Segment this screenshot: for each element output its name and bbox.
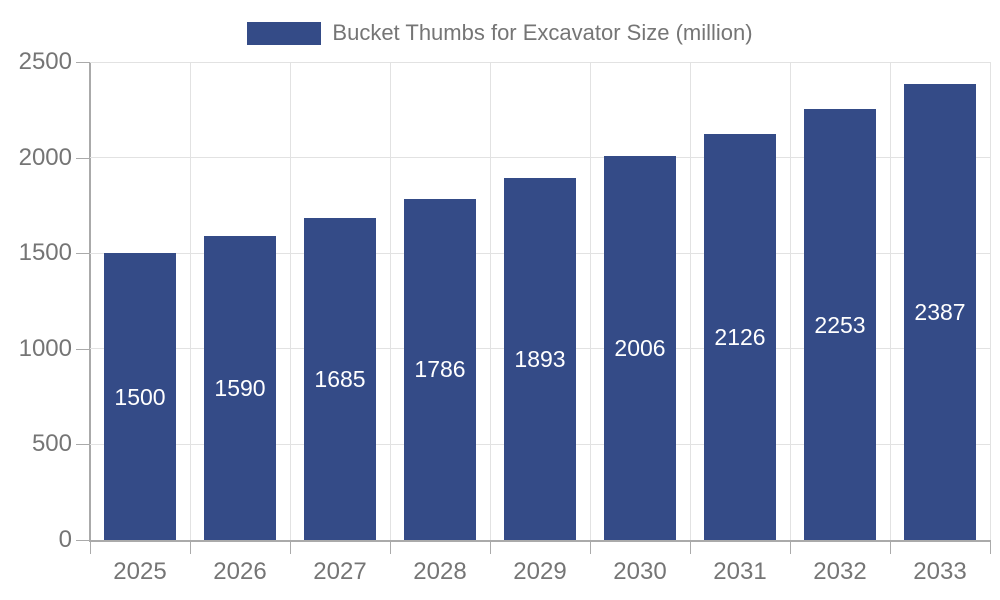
x-axis-label: 2031 bbox=[713, 558, 767, 585]
x-axis-tick bbox=[690, 540, 691, 554]
gridline-vertical bbox=[689, 62, 691, 540]
legend-swatch bbox=[247, 21, 322, 45]
gridline-vertical bbox=[589, 62, 591, 540]
x-axis-label: 2033 bbox=[913, 558, 967, 585]
y-axis-tick bbox=[76, 540, 90, 541]
x-axis-line bbox=[89, 540, 991, 542]
x-axis-label: 2027 bbox=[313, 558, 367, 585]
bar-2030[interactable] bbox=[604, 156, 676, 540]
x-axis-tick bbox=[890, 540, 891, 554]
x-axis-label: 2032 bbox=[813, 558, 867, 585]
gridline-vertical bbox=[289, 62, 291, 540]
bar-2027[interactable] bbox=[304, 217, 376, 540]
y-axis-label: 2000 bbox=[18, 143, 72, 171]
y-axis-line bbox=[89, 62, 91, 540]
gridline-vertical bbox=[489, 62, 491, 540]
x-axis-tick bbox=[390, 540, 391, 554]
bar-2029[interactable] bbox=[504, 178, 576, 540]
x-axis-tick bbox=[90, 540, 91, 554]
y-axis-label: 1000 bbox=[18, 334, 72, 362]
y-axis-label: 0 bbox=[58, 526, 72, 553]
y-axis-tick bbox=[76, 444, 90, 446]
y-axis-tick bbox=[76, 253, 90, 255]
x-axis-label: 2028 bbox=[413, 558, 467, 585]
gridline-vertical bbox=[989, 62, 991, 540]
y-axis-label: 2500 bbox=[18, 48, 72, 75]
x-axis-label: 2026 bbox=[213, 558, 267, 585]
x-axis-tick bbox=[190, 540, 191, 554]
bar-2025[interactable] bbox=[104, 253, 176, 540]
x-axis-tick bbox=[790, 540, 791, 554]
x-axis-tick bbox=[590, 540, 591, 554]
bar-2028[interactable] bbox=[404, 198, 476, 540]
bar-2026[interactable] bbox=[204, 235, 276, 540]
legend-label: Bucket Thumbs for Excavator Size (millio… bbox=[332, 20, 753, 45]
x-axis-label: 2030 bbox=[613, 558, 667, 585]
plot-area: 1500 1590 1685 1786 1893 2006 2126 2253 2387 bbox=[90, 61, 991, 540]
y-axis-tick bbox=[76, 157, 90, 159]
gridline-vertical bbox=[189, 62, 191, 540]
y-axis-tick bbox=[76, 62, 90, 63]
bar-2031[interactable] bbox=[704, 133, 776, 540]
legend-item[interactable]: Bucket Thumbs for Excavator Size (millio… bbox=[0, 16, 1000, 50]
y-axis-label: 500 bbox=[31, 430, 72, 458]
gridline-vertical bbox=[389, 62, 391, 540]
gridline-horizontal bbox=[90, 61, 990, 63]
gridline-horizontal bbox=[90, 157, 990, 159]
bar-2033[interactable] bbox=[904, 83, 976, 540]
y-axis-label: 1500 bbox=[18, 239, 72, 267]
x-axis-label: 2025 bbox=[113, 558, 167, 585]
y-axis-tick bbox=[76, 348, 90, 350]
bar-2032[interactable] bbox=[804, 109, 876, 540]
x-axis-tick bbox=[290, 540, 291, 554]
x-axis-tick bbox=[490, 540, 491, 554]
x-axis-label: 2029 bbox=[513, 558, 567, 585]
x-axis-tick bbox=[990, 540, 991, 554]
gridline-vertical bbox=[789, 62, 791, 540]
gridline-vertical bbox=[889, 62, 891, 540]
